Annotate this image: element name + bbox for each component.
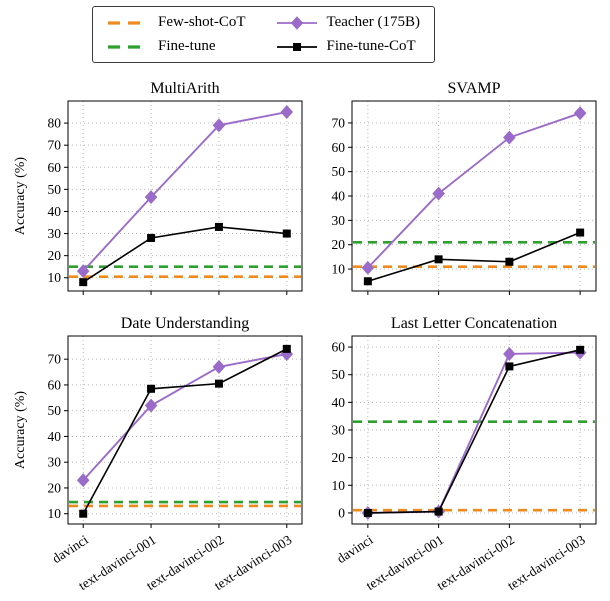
- diamond-line-icon: [276, 15, 317, 30]
- diamond-marker: [361, 260, 375, 275]
- y-tick-label: 10: [48, 506, 62, 521]
- subplot-svamp: 10 20 30 40 50 60 70 SVAMP: [332, 80, 597, 295]
- square-marker: [363, 277, 372, 286]
- y-tick-label: 60: [332, 140, 346, 155]
- square-line-icon: [276, 42, 317, 51]
- y-tick-label: 80: [48, 116, 62, 131]
- square-marker: [505, 362, 514, 371]
- y-tick-label: 60: [332, 340, 346, 355]
- y-tick-label: 50: [48, 403, 62, 418]
- diamond-marker: [76, 473, 90, 488]
- square-marker: [214, 379, 223, 388]
- x-tick-label: text-davinci-001: [363, 532, 446, 593]
- y-tick-label: 40: [332, 395, 346, 410]
- square-marker: [434, 255, 443, 264]
- square-marker: [147, 384, 156, 393]
- square-marker: [282, 229, 291, 238]
- y-tick-label: 10: [332, 478, 346, 493]
- y-tick-label: 70: [48, 352, 62, 367]
- square-marker: [363, 508, 372, 517]
- y-tick-label: 30: [48, 226, 62, 241]
- y-tick-label: 20: [332, 237, 346, 252]
- diamond-marker: [76, 264, 90, 279]
- y-tick-label: 0: [338, 505, 345, 520]
- square-marker: [79, 278, 88, 287]
- legend-item-teacher-175b: Teacher (175B): [276, 14, 421, 31]
- y-tick-label: 30: [48, 455, 62, 470]
- y-tick-label: 30: [332, 213, 346, 228]
- x-tick-label: text-davinci-003: [505, 532, 588, 593]
- axes-frame: [67, 100, 303, 292]
- diamond-marker: [212, 359, 226, 374]
- diamond-marker: [144, 190, 158, 205]
- x-tick-label: davinci: [334, 532, 376, 566]
- fine-tune-cot-line: [82, 348, 288, 515]
- diamond-marker: [432, 186, 445, 201]
- y-tick-label: 60: [48, 377, 62, 392]
- y-tick-label: 40: [332, 189, 346, 204]
- dashed-line-icon: [108, 20, 148, 25]
- teacher-175b-line: [367, 351, 581, 514]
- fine-tune-cot-line: [367, 231, 581, 283]
- subplot-date-understanding: 10203040506070davincitext-davinci-001tex…: [13, 315, 303, 593]
- x-tick-label: text-davinci-002: [434, 532, 517, 593]
- teacher-175b-line: [367, 112, 581, 269]
- square-marker: [282, 344, 291, 353]
- y-tick-label: 10: [48, 270, 62, 285]
- diamond-marker: [503, 347, 516, 361]
- square-marker: [79, 509, 88, 518]
- diamond-marker: [144, 398, 158, 413]
- legend-item-fine-tune: Fine-tune: [107, 38, 246, 55]
- y-tick-label: 60: [48, 160, 62, 175]
- diamond-marker: [212, 118, 226, 133]
- fine-tune-cot-line: [367, 349, 581, 514]
- fine-tune-cot-line: [82, 226, 287, 283]
- square-marker: [434, 507, 443, 516]
- y-axis-label: Accuracy (%): [13, 157, 28, 235]
- legend-item-few-shot-cot: Few-shot-CoT: [107, 14, 246, 31]
- square-marker: [576, 228, 585, 237]
- diamond-marker: [290, 15, 303, 30]
- square-marker: [576, 345, 585, 354]
- subplot-title: MultiArith: [150, 80, 219, 97]
- legend-label: Fine-tune-CoT: [326, 38, 416, 54]
- subplot-title: Last Letter Concatenation: [391, 315, 557, 332]
- square-marker: [292, 42, 301, 51]
- teacher-175b-line: [82, 111, 287, 272]
- dashed-line-icon: [108, 44, 148, 49]
- axes-frame: [67, 335, 303, 525]
- y-tick-label: 20: [48, 480, 62, 495]
- legend-label: Few-shot-CoT: [158, 14, 246, 30]
- legend-item-fine-tune-cot: Fine-tune-CoT: [276, 38, 421, 55]
- square-marker: [505, 257, 514, 266]
- y-axis-label: Accuracy (%): [13, 391, 28, 469]
- legend: Few-shot-CoT Fine-tune Teacher (175B) Fine-…: [92, 6, 435, 63]
- y-tick-label: 50: [48, 182, 62, 197]
- diamond-marker: [503, 130, 516, 145]
- y-tick-label: 20: [48, 248, 62, 263]
- square-marker: [214, 222, 223, 231]
- diamond-marker: [280, 105, 294, 119]
- subplot-multiarith: 10 20 30 40 50 60 70 80 MultiArith Accuracy (%): [13, 80, 303, 295]
- y-tick-label: 10: [332, 262, 346, 277]
- y-tick-label: 70: [48, 138, 62, 153]
- legend-label: Teacher (175B): [326, 14, 421, 30]
- subplot-title: Date Understanding: [121, 315, 249, 332]
- y-tick-label: 50: [332, 367, 346, 382]
- subplot-title: SVAMP: [447, 80, 500, 97]
- subplot-last-letter-concatenation: 0102030405060davincitext-davinci-001text…: [332, 315, 597, 593]
- diamond-marker: [573, 106, 587, 121]
- y-tick-label: 20: [332, 450, 346, 465]
- y-tick-label: 30: [332, 423, 346, 438]
- y-tick-label: 70: [332, 115, 346, 130]
- legend-label: Fine-tune: [158, 38, 216, 54]
- teacher-175b-line: [82, 353, 287, 481]
- y-tick-label: 50: [332, 164, 346, 179]
- x-tick-label: davinci: [49, 532, 91, 566]
- y-tick-label: 40: [48, 204, 62, 219]
- square-marker: [147, 233, 156, 242]
- y-tick-label: 40: [48, 429, 62, 444]
